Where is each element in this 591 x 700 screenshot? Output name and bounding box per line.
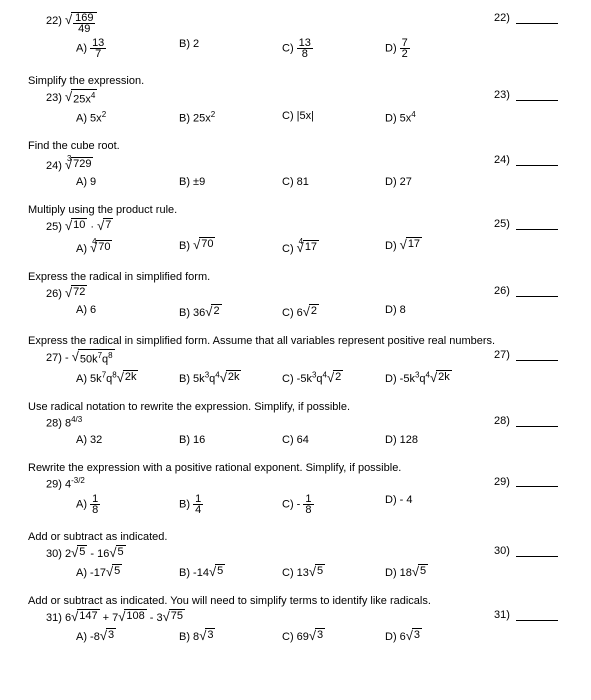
answer-blank: 29) — [488, 476, 563, 488]
choice-b: B) ±9 — [179, 176, 282, 188]
problem: Multiply using the product rule. 25) √10 … — [28, 204, 563, 255]
choice-d: D) 128 — [385, 434, 488, 446]
answer-blank: 30) — [488, 545, 563, 557]
problem: Use radical notation to rewrite the expr… — [28, 401, 563, 446]
choice-a: A) 6 — [76, 304, 179, 319]
choice-b: B) 25x2 — [179, 110, 282, 125]
choice-d: D) - 4 — [385, 494, 488, 515]
choice-c: C) 4√17 — [282, 237, 385, 255]
choice-a: A) 9 — [76, 176, 179, 188]
section-title: Multiply using the product rule. — [28, 204, 563, 216]
answer-blank: 28) — [488, 415, 563, 427]
section-title: Express the radical in simplified form. — [28, 271, 563, 283]
choice-d: D) √17 — [385, 237, 488, 255]
choice-a: A) 18 — [76, 494, 179, 515]
choice-a: A) -17√5 — [76, 564, 179, 579]
choice-a: A) 5x2 — [76, 110, 179, 125]
choice-b: B) 16 — [179, 434, 282, 446]
choice-d: D) 8 — [385, 304, 488, 319]
choice-d: D) 27 — [385, 176, 488, 188]
problem: Find the cube root. 24) 3√729 A) 9B) ±9C) … — [28, 140, 563, 188]
choice-c: C) 64 — [282, 434, 385, 446]
choice-c: C) 6√2 — [282, 304, 385, 319]
problem: Express the radical in simplified form. 2… — [28, 271, 563, 319]
answer-blank: 27) — [488, 349, 563, 361]
problem: Rewrite the expression with a positive r… — [28, 462, 563, 516]
answer-blank: 26) — [488, 285, 563, 297]
choice-b: B) 5k3q4√2k — [179, 370, 282, 385]
section-title: Rewrite the expression with a positive r… — [28, 462, 563, 474]
choice-c: C) 69√3 — [282, 628, 385, 643]
choice-b: B) 2 — [179, 38, 282, 59]
choice-d: D) 72 — [385, 38, 488, 59]
choice-a: A) 32 — [76, 434, 179, 446]
answer-blank: 31) — [488, 609, 563, 621]
section-title: Add or subtract as indicated. — [28, 531, 563, 543]
problem: Express the radical in simplified form. … — [28, 335, 563, 385]
question-expression: 22) √16949 — [46, 12, 488, 34]
question-expression: 24) 3√729 — [46, 154, 488, 172]
question-expression: 27) - √50k7q8 — [46, 349, 488, 366]
choice-c: C) 138 — [282, 38, 385, 59]
choice-b: B) -14√5 — [179, 564, 282, 579]
section-title: Add or subtract as indicated. You will n… — [28, 595, 563, 607]
problem: Add or subtract as indicated. You will n… — [28, 595, 563, 643]
choice-c: C) 81 — [282, 176, 385, 188]
answer-blank: 22) — [488, 12, 563, 24]
choice-d: D) 6√3 — [385, 628, 488, 643]
question-expression: 29) 4-3/2 — [46, 476, 488, 491]
choice-a: A) 137 — [76, 38, 179, 59]
section-title: Express the radical in simplified form. … — [28, 335, 563, 347]
problem: Add or subtract as indicated. 30) 2√5 - 1… — [28, 531, 563, 579]
question-expression: 25) √10 · √7 — [46, 218, 488, 233]
choice-d: D) 5x4 — [385, 110, 488, 125]
question-expression: 23) √25x4 — [46, 89, 488, 106]
question-expression: 28) 84/3 — [46, 415, 488, 430]
choice-c: C) -5k3q4√2 — [282, 370, 385, 385]
question-expression: 26) √72 — [46, 285, 488, 300]
question-expression: 31) 6√147 + 7√108 - 3√75 — [46, 609, 488, 624]
choice-a: A) 5k7q8√2k — [76, 370, 179, 385]
answer-blank: 25) — [488, 218, 563, 230]
choice-d: D) -5k3q4√2k — [385, 370, 488, 385]
choice-a: A) -8√3 — [76, 628, 179, 643]
section-title: Simplify the expression. — [28, 75, 563, 87]
answer-blank: 24) — [488, 154, 563, 166]
choice-b: B) 8√3 — [179, 628, 282, 643]
problem: 22) √16949 A) 137B) 2C) 138D) 72 22) — [28, 12, 563, 59]
choice-c: C) 13√5 — [282, 564, 385, 579]
section-title: Find the cube root. — [28, 140, 563, 152]
choice-c: C) - 18 — [282, 494, 385, 515]
choice-b: B) 14 — [179, 494, 282, 515]
choice-d: D) 18√5 — [385, 564, 488, 579]
choice-b: B) 36√2 — [179, 304, 282, 319]
choice-a: A) 4√70 — [76, 237, 179, 255]
section-title: Use radical notation to rewrite the expr… — [28, 401, 563, 413]
question-expression: 30) 2√5 - 16√5 — [46, 545, 488, 560]
problem: Simplify the expression. 23) √25x4 A) 5x2B… — [28, 75, 563, 124]
answer-blank: 23) — [488, 89, 563, 101]
choice-c: C) |5x| — [282, 110, 385, 125]
choice-b: B) √70 — [179, 237, 282, 255]
